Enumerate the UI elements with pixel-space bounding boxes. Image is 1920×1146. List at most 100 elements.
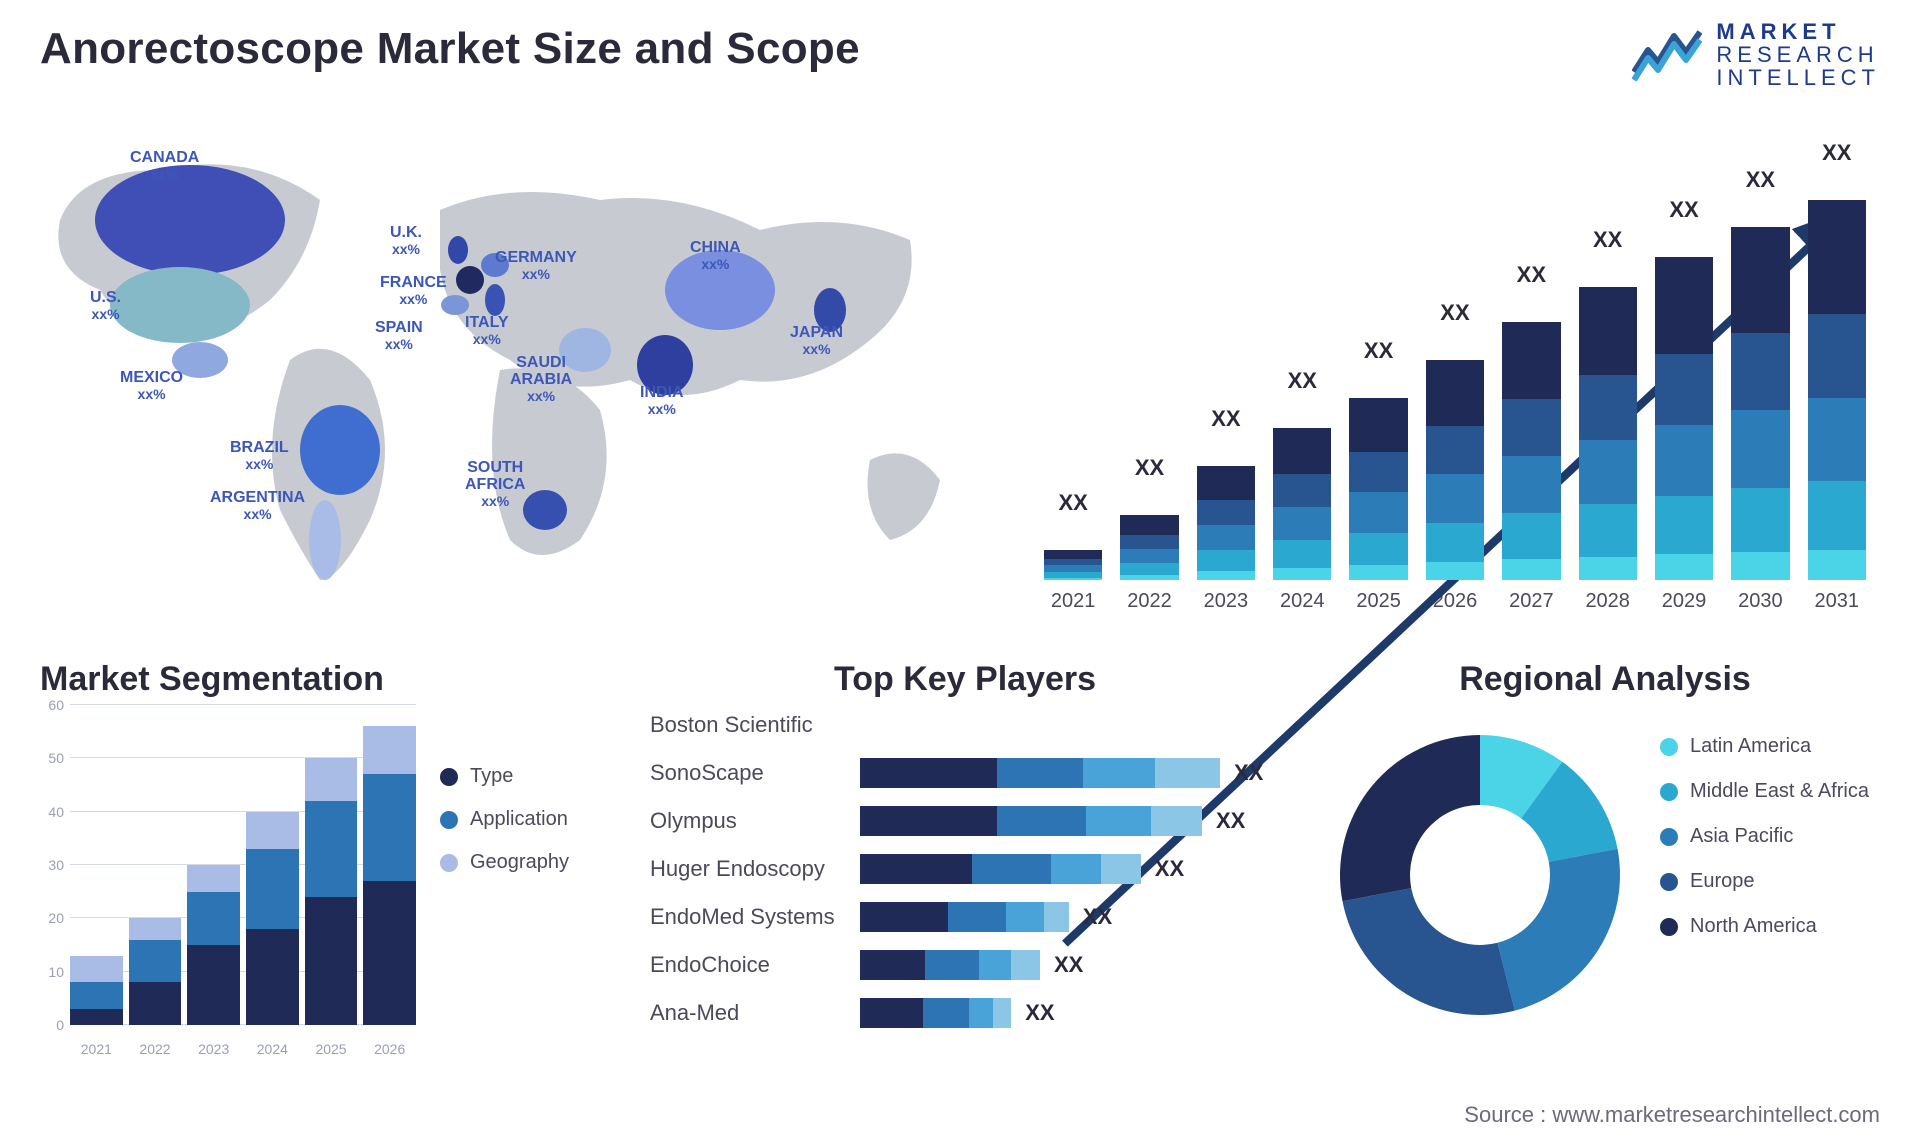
- upper-row: CANADAxx%U.S.xx%MEXICOxx%BRAZILxx%ARGENT…: [40, 110, 1880, 630]
- main-bar-segment: [1044, 550, 1102, 559]
- main-bar-value-label: XX: [1669, 197, 1698, 223]
- player-bar-outer: XX: [860, 902, 1280, 932]
- legend-item: Application: [440, 808, 600, 831]
- map-label-saudi: SAUDIARABIAxx%: [510, 355, 572, 403]
- player-row: EndoChoiceXX: [650, 945, 1280, 985]
- seg-bar: [70, 956, 123, 1025]
- main-bar-segment: [1655, 554, 1713, 580]
- seg-segment: [129, 918, 182, 939]
- seg-segment: [129, 940, 182, 983]
- player-label: Boston Scientific: [650, 712, 840, 738]
- player-bar-outer: XX: [860, 998, 1280, 1028]
- main-bar-segment: [1349, 492, 1407, 532]
- main-bar-segment: [1731, 552, 1789, 580]
- seg-segment: [187, 865, 240, 892]
- seg-segment: [305, 758, 358, 801]
- main-bar-segment: [1731, 333, 1789, 411]
- main-bar-segment: [1808, 481, 1866, 549]
- main-bar-segment: [1426, 523, 1484, 563]
- regional-title: Regional Analysis: [1330, 660, 1880, 699]
- player-value-label: XX: [1025, 1000, 1054, 1026]
- main-bar-segment: [1502, 513, 1560, 560]
- main-bar-value-label: XX: [1058, 490, 1087, 516]
- main-bar-segment: [1273, 568, 1331, 580]
- seg-year-label: 2025: [305, 1041, 358, 1065]
- seg-segment: [363, 726, 416, 774]
- main-bar-value-label: XX: [1135, 456, 1164, 482]
- main-bar-chart: XXXXXXXXXXXXXXXXXXXXXX 20212022202320242…: [1030, 150, 1880, 630]
- main-bar-segment: [1426, 426, 1484, 474]
- seg-segment: [305, 897, 358, 1025]
- legend-swatch: [440, 854, 458, 872]
- legend-label: Middle East & Africa: [1690, 780, 1869, 803]
- main-bar-segment: [1426, 474, 1484, 522]
- main-bar-segment: [1349, 398, 1407, 453]
- legend-item: Middle East & Africa: [1660, 780, 1869, 803]
- map-label-uk: U.K.xx%: [390, 225, 422, 256]
- main-bar-year-label: 2024: [1269, 590, 1335, 613]
- map-label-brazil: BRAZILxx%: [230, 440, 289, 471]
- segmentation-chart: 0102030405060 202120222023202420252026: [40, 705, 416, 1065]
- regional-legend: Latin AmericaMiddle East & AfricaAsia Pa…: [1660, 705, 1869, 938]
- player-bar-outer: XX: [860, 950, 1280, 980]
- player-row: Ana-Med XX: [650, 993, 1280, 1033]
- main-bar-segment: [1731, 488, 1789, 552]
- player-row: Boston Scientific: [650, 705, 1280, 745]
- seg-year-label: 2026: [363, 1041, 416, 1065]
- player-segment: [860, 902, 948, 932]
- legend-label: Type: [470, 765, 513, 788]
- main-bar-segment: [1120, 549, 1178, 563]
- donut-slice: [1342, 888, 1514, 1015]
- player-segment: [1006, 902, 1044, 932]
- main-bar-col: XX: [1345, 398, 1411, 580]
- main-bar-segment: [1349, 533, 1407, 566]
- map-label-spain: SPAINxx%: [375, 320, 423, 351]
- seg-bar: [187, 865, 240, 1025]
- main-bar-segment: [1579, 557, 1637, 580]
- player-segment: [993, 998, 1011, 1028]
- map-label-mexico: MEXICOxx%: [120, 370, 183, 401]
- player-label: SonoScape: [650, 760, 840, 786]
- player-segment: [860, 854, 972, 884]
- map-label-south_africa: SOUTHAFRICAxx%: [465, 460, 525, 508]
- seg-segment: [246, 849, 299, 929]
- seg-segment: [246, 929, 299, 1025]
- main-bar-segment: [1655, 496, 1713, 554]
- player-label: Ana-Med: [650, 1000, 840, 1026]
- main-bar-value-label: XX: [1746, 167, 1775, 193]
- main-bar-year-label: 2029: [1651, 590, 1717, 613]
- brand-logo: MARKET RESEARCH INTELLECT: [1632, 20, 1880, 89]
- player-row: OlympusXX: [650, 801, 1280, 841]
- legend-swatch: [440, 768, 458, 786]
- main-bar-segment: [1197, 571, 1255, 580]
- main-bar-col: XX: [1498, 322, 1564, 580]
- main-bar-value-label: XX: [1364, 338, 1393, 364]
- segmentation-title: Market Segmentation: [40, 660, 600, 699]
- main-bar-segment: [1731, 410, 1789, 488]
- main-bar-segment: [1426, 562, 1484, 580]
- main-bar-year-label: 2030: [1727, 590, 1793, 613]
- legend-label: Application: [470, 808, 568, 831]
- main-bar-segment: [1349, 565, 1407, 580]
- main-bar-value-label: XX: [1440, 300, 1469, 326]
- player-segment: [979, 950, 1011, 980]
- player-label: Huger Endoscopy: [650, 856, 840, 882]
- main-bar-col: XX: [1269, 428, 1335, 580]
- main-bar-segment: [1273, 507, 1331, 540]
- main-bar-col: XX: [1116, 515, 1182, 580]
- player-segment: [1083, 758, 1155, 788]
- legend-swatch: [1660, 873, 1678, 891]
- player-bar: [860, 902, 1069, 932]
- seg-segment: [187, 945, 240, 1025]
- player-segment: [923, 998, 968, 1028]
- player-segment: [997, 758, 1083, 788]
- player-bar: [860, 758, 1220, 788]
- world-map: CANADAxx%U.S.xx%MEXICOxx%BRAZILxx%ARGENT…: [40, 110, 970, 630]
- map-label-usa: U.S.xx%: [90, 290, 121, 321]
- map-label-japan: JAPANxx%: [790, 325, 843, 356]
- legend-item: Latin America: [1660, 735, 1869, 758]
- source-label: Source : www.marketresearchintellect.com: [1464, 1102, 1880, 1128]
- main-bar-col: XX: [1193, 466, 1259, 580]
- seg-segment: [129, 982, 182, 1025]
- main-bar-year-label: 2026: [1422, 590, 1488, 613]
